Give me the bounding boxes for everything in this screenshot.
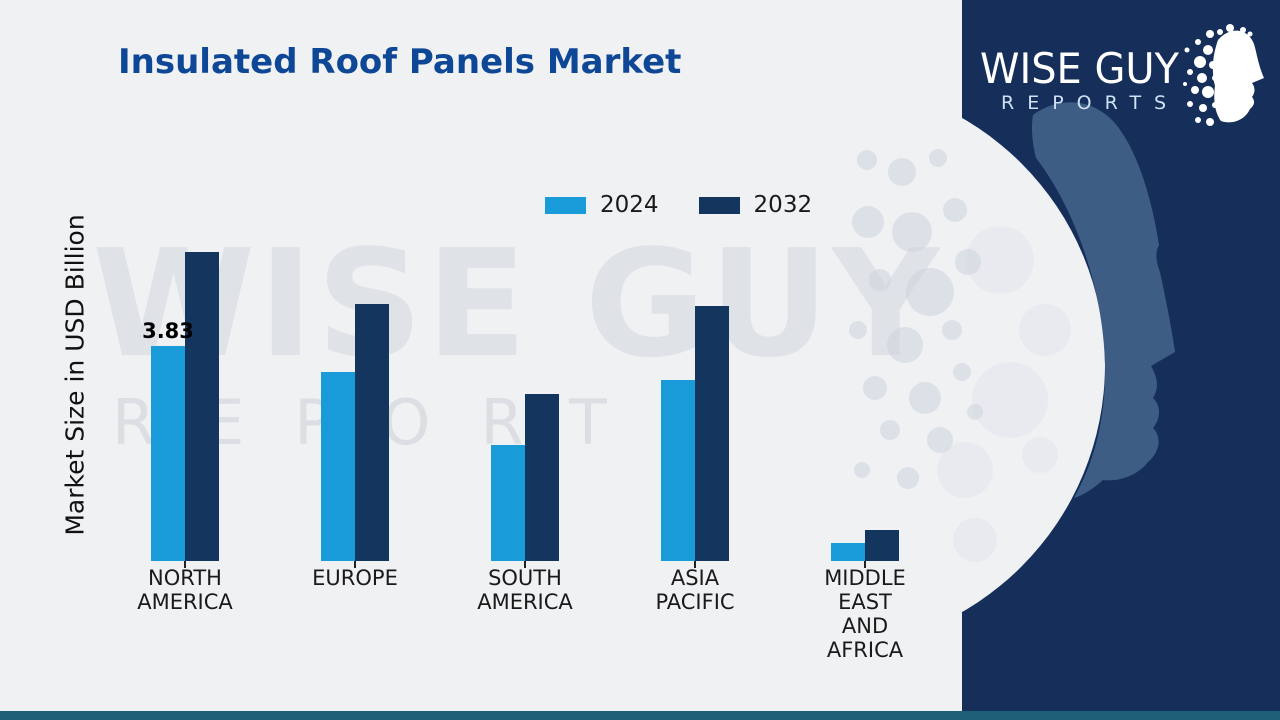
bar-2032-north-america [185,252,219,561]
bar-2024-north-america [151,346,185,561]
x-axis-label: SOUTH AMERICA [477,566,573,614]
logo-brand-text: WISE GUY [980,44,1179,93]
bar-value-label: 3.83 [142,319,194,343]
bottom-accent-strip [0,711,1280,720]
x-axis-tick [354,561,356,568]
x-axis-label: EUROPE [312,566,398,590]
y-axis-label: Market Size in USD Billion [60,214,90,536]
x-axis-tick [864,561,866,568]
bar-2024-europe [321,372,355,561]
page-title: Insulated Roof Panels Market [118,42,682,82]
bar-2024-asia-pacific [661,380,695,561]
x-axis-tick [524,561,526,568]
bar-2024-middle-east-and-africa [831,543,865,561]
bar-2032-south-america [525,394,559,561]
logo-sub-text: REPORTS [1001,92,1180,114]
x-axis-tick [694,561,696,568]
legend-swatch-2024 [545,196,586,214]
face-profile-silhouette [1032,102,1175,499]
x-axis-tick [184,561,186,568]
legend-label-2032: 2032 [753,192,813,218]
legend-label-2024: 2024 [600,192,659,218]
bar-2024-south-america [491,445,525,561]
x-axis-label: NORTH AMERICA [137,566,233,614]
legend-swatch-2032 [698,196,740,214]
x-axis-label: MIDDLE EAST AND AFRICA [824,566,906,662]
bar-2032-middle-east-and-africa [865,530,899,561]
bar-2032-europe [355,304,389,561]
bar-2032-asia-pacific [695,306,729,561]
wiseguy-logo-face-icon [1183,24,1264,126]
watermark-text: WISE GUY [92,218,943,390]
x-axis-label: ASIA PACIFIC [655,566,735,614]
legend: 2024 2032 [545,192,838,218]
